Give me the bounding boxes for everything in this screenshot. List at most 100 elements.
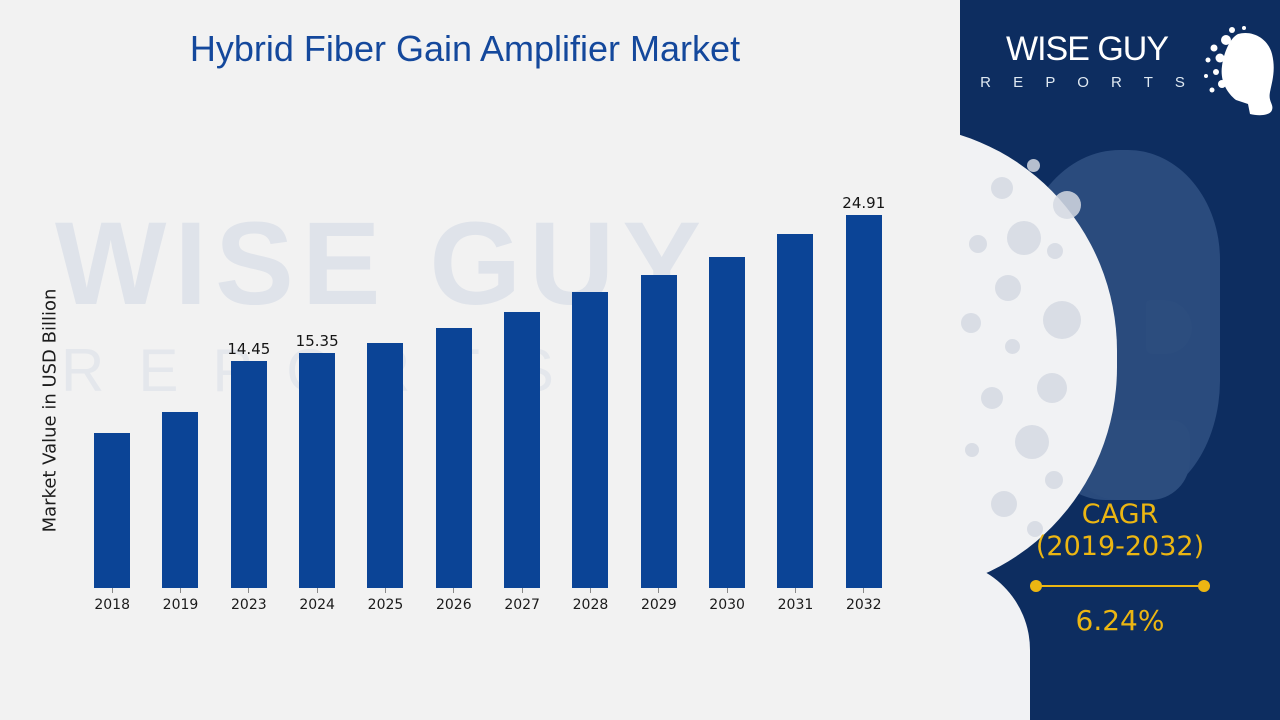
x-axis-tick: 2026 bbox=[420, 588, 488, 628]
bar-slot bbox=[761, 150, 829, 588]
decorative-dot bbox=[1027, 159, 1040, 172]
brand-logo: WISE GUY R E P O R T S bbox=[960, 26, 1280, 116]
tick-mark bbox=[589, 588, 591, 593]
x-axis-tick: 2024 bbox=[283, 588, 351, 628]
x-axis-tick-label: 2031 bbox=[777, 597, 814, 613]
bar-value-label: 15.35 bbox=[295, 332, 339, 350]
x-axis-tick: 2027 bbox=[488, 588, 556, 628]
decorative-dot bbox=[995, 275, 1021, 301]
decorative-dot bbox=[1053, 191, 1081, 219]
bar: 14.45 bbox=[227, 340, 270, 588]
decorative-dot bbox=[1027, 521, 1043, 537]
bar-value-label: 14.45 bbox=[227, 340, 271, 358]
x-axis-tick-label: 2028 bbox=[572, 597, 609, 613]
page-title: Hybrid Fiber Gain Amplifier Market bbox=[189, 28, 741, 69]
x-axis-tick: 2025 bbox=[351, 588, 419, 628]
bar bbox=[504, 312, 541, 588]
cagr-divider bbox=[1030, 580, 1210, 593]
x-axis-tick-label: 2029 bbox=[640, 597, 677, 613]
tick-mark bbox=[111, 588, 113, 593]
decorative-dot bbox=[1047, 243, 1063, 259]
x-axis-tick-label: 2026 bbox=[435, 597, 472, 613]
bar-series: 14.45 15.35 24.91 bbox=[78, 150, 898, 588]
bar-slot bbox=[146, 150, 214, 588]
bar bbox=[572, 292, 609, 588]
tick-mark bbox=[384, 588, 386, 593]
y-axis-title: Market Value in USD Billion bbox=[39, 288, 61, 533]
cagr-block: CAGR (2019-2032) 6.24% bbox=[960, 499, 1280, 638]
x-axis-tick-label: 2030 bbox=[709, 597, 745, 613]
x-axis-tick-label: 2024 bbox=[299, 597, 335, 613]
decorative-dot bbox=[1045, 471, 1063, 489]
brand-panel: WISE GUY R E P O R T S CAGR (2019-2032) bbox=[960, 0, 1280, 720]
cagr-title: CAGR bbox=[1081, 499, 1159, 530]
bar-slot: 14.45 bbox=[215, 150, 283, 588]
bar-slot bbox=[488, 150, 556, 588]
decorative-dot bbox=[1015, 425, 1049, 459]
bar-slot: 24.91 bbox=[830, 150, 898, 588]
tick-mark bbox=[453, 588, 455, 593]
decorative-dot bbox=[1043, 301, 1081, 339]
cagr-value: 6.24% bbox=[1075, 604, 1165, 638]
logo-head-icon bbox=[1204, 26, 1274, 116]
x-axis-tick: 2019 bbox=[146, 588, 214, 628]
x-axis-tick-label: 2023 bbox=[231, 597, 267, 613]
bar: 15.35 bbox=[296, 332, 339, 588]
bar bbox=[162, 412, 199, 588]
bar-slot bbox=[625, 150, 693, 588]
logo-subtitle: R E P O R T S bbox=[980, 74, 1194, 91]
bar-slot bbox=[556, 150, 624, 588]
bar bbox=[94, 433, 131, 588]
chart-panel: Hybrid Fiber Gain Amplifier Market WISE … bbox=[39, 28, 898, 628]
cagr-period: (2019-2032) bbox=[1035, 531, 1205, 563]
x-axis-tick-label: 2025 bbox=[367, 597, 404, 613]
x-axis-tick-label: 2027 bbox=[504, 597, 540, 613]
bar-slot bbox=[78, 150, 146, 588]
divider-cap-right-icon bbox=[1198, 580, 1210, 593]
plot-area: 14.45 15.35 24.91 bbox=[78, 150, 898, 588]
bar bbox=[435, 328, 472, 588]
decorative-dot bbox=[965, 443, 979, 457]
x-axis-tick: 2032 bbox=[830, 588, 898, 628]
decorative-dot bbox=[991, 177, 1013, 199]
bar-slot: 15.35 bbox=[283, 150, 351, 588]
x-axis-tick: 2031 bbox=[761, 588, 829, 628]
tick-mark bbox=[794, 588, 796, 593]
x-axis-tick: 2023 bbox=[215, 588, 283, 628]
x-axis-tick-label: 2032 bbox=[845, 597, 882, 613]
head-nose-shape bbox=[1146, 300, 1192, 354]
tick-mark bbox=[726, 588, 728, 593]
x-axis-tick-label: 2019 bbox=[162, 597, 199, 613]
decorative-dot bbox=[1005, 339, 1020, 354]
tick-mark bbox=[521, 588, 523, 593]
divider-line bbox=[1036, 585, 1204, 588]
decorative-dot bbox=[961, 313, 981, 333]
bar: 24.91 bbox=[842, 194, 885, 588]
bar bbox=[640, 275, 677, 588]
decorative-dot bbox=[991, 491, 1017, 517]
bar-slot bbox=[693, 150, 761, 588]
x-axis-tick-label: 2018 bbox=[94, 597, 130, 613]
x-axis: 2018 2019 2023 2024 2025 2026 2027 2028 2029 2030… bbox=[78, 588, 898, 628]
tick-mark bbox=[179, 588, 181, 593]
tick-mark bbox=[863, 588, 865, 593]
bar bbox=[777, 234, 814, 588]
tick-mark bbox=[658, 588, 660, 593]
decorative-dot bbox=[981, 387, 1003, 409]
bar-value-label: 24.91 bbox=[842, 194, 886, 212]
bar bbox=[367, 343, 404, 588]
bar bbox=[709, 257, 746, 588]
bar-slot bbox=[420, 150, 488, 588]
decorative-dot bbox=[1037, 373, 1067, 403]
x-axis-tick: 2028 bbox=[556, 588, 624, 628]
tick-mark bbox=[248, 588, 250, 593]
bar-slot bbox=[351, 150, 419, 588]
decorative-dot bbox=[969, 235, 987, 253]
x-axis-tick: 2030 bbox=[693, 588, 761, 628]
tick-mark bbox=[316, 588, 318, 593]
decorative-dot bbox=[1007, 221, 1041, 255]
x-axis-tick: 2029 bbox=[625, 588, 693, 628]
logo-wordmark: WISE GUY bbox=[1005, 30, 1169, 68]
x-axis-tick: 2018 bbox=[78, 588, 146, 628]
